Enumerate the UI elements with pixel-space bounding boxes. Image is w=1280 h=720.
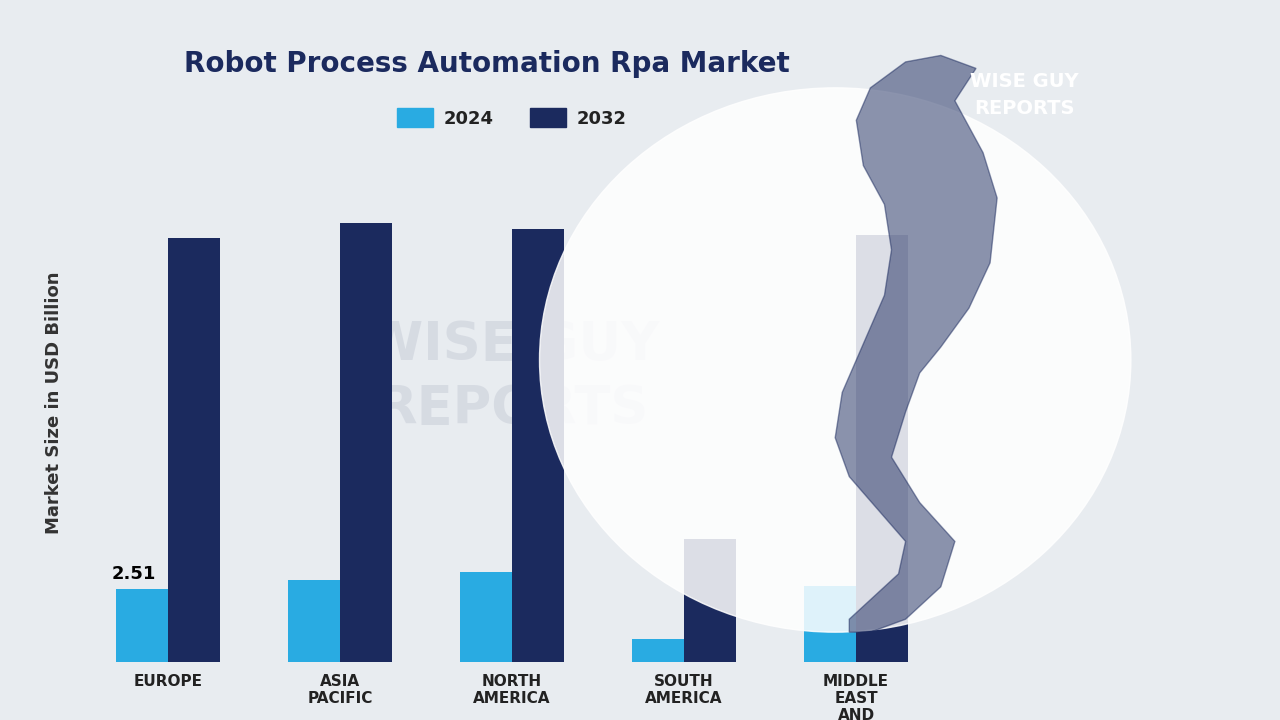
Bar xyxy=(856,235,908,662)
Legend: 2024, 2032: 2024, 2032 xyxy=(390,102,634,135)
Bar xyxy=(804,586,856,662)
Bar xyxy=(684,539,736,662)
Bar xyxy=(340,223,392,662)
Bar xyxy=(116,589,168,662)
Bar xyxy=(461,572,512,662)
Bar xyxy=(632,639,684,662)
Y-axis label: Market Size in USD Billion: Market Size in USD Billion xyxy=(45,272,63,534)
Text: Robot Process Automation Rpa Market: Robot Process Automation Rpa Market xyxy=(183,50,790,78)
Text: 2.51: 2.51 xyxy=(111,565,156,583)
Bar xyxy=(512,229,563,662)
Bar xyxy=(168,238,220,662)
Circle shape xyxy=(540,88,1132,632)
Text: WISE GUY
REPORTS: WISE GUY REPORTS xyxy=(970,72,1078,117)
Polygon shape xyxy=(836,55,997,632)
Bar xyxy=(288,580,340,662)
Text: WISE GUY
REPORTS: WISE GUY REPORTS xyxy=(365,319,659,436)
